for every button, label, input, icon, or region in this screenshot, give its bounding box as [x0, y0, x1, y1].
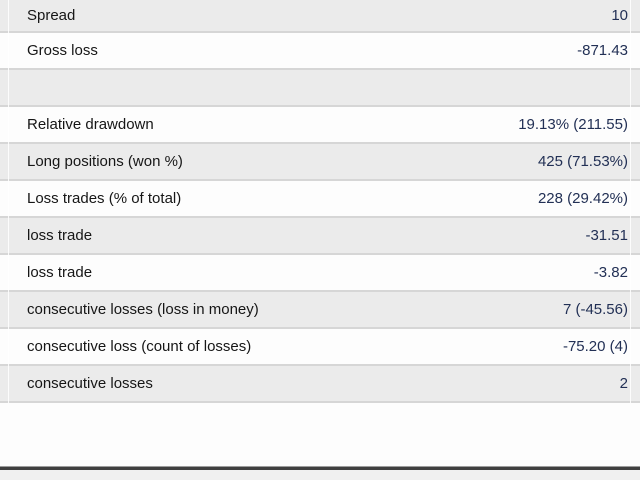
table-row: Long positions (won %) 425 (71.53%): [0, 144, 640, 181]
row-value: -871.43: [577, 42, 628, 59]
row-label: consecutive losses (loss in money): [27, 301, 259, 318]
row-label: Loss trades (% of total): [27, 190, 182, 207]
panel-bottom-border-light: [0, 466, 640, 467]
row-label: Spread: [27, 7, 76, 24]
table-row: [0, 70, 640, 107]
row-value: 19.13% (211.55): [518, 116, 628, 133]
table-row: consecutive losses 2: [0, 366, 640, 403]
row-label: Relative drawdown: [27, 116, 154, 133]
row-label: loss trade: [27, 264, 93, 281]
row-value: -75.20 (4): [562, 338, 628, 355]
row-value: 425 (71.53%): [537, 153, 628, 170]
row-label: consecutive loss (count of losses): [27, 338, 252, 355]
row-label: consecutive losses: [27, 375, 153, 392]
panel-bottom-border: [0, 467, 640, 470]
table-row: Gross loss -871.43: [0, 33, 640, 70]
row-value: 7 (-45.56): [562, 301, 628, 318]
row-label: Gross loss: [27, 42, 98, 59]
empty-area: [0, 403, 640, 466]
table-row: Spread 10: [0, 0, 640, 33]
row-value: -3.82: [593, 264, 628, 281]
row-value: 2: [619, 375, 628, 392]
row-value: 10: [611, 7, 628, 24]
table-row: loss trade -3.82: [0, 255, 640, 292]
window-background: [0, 470, 640, 480]
row-label: loss trade: [27, 227, 93, 244]
table-row: consecutive loss (count of losses) -75.2…: [0, 329, 640, 366]
row-value: 228 (29.42%): [537, 190, 628, 207]
row-label: Long positions (won %): [27, 153, 183, 170]
table-row: Relative drawdown 19.13% (211.55): [0, 107, 640, 144]
table-row: Loss trades (% of total) 228 (29.42%): [0, 181, 640, 218]
row-value: -31.51: [585, 227, 628, 244]
table-row: consecutive losses (loss in money) 7 (-4…: [0, 292, 640, 329]
strategy-report-table: Spread 10 Gross loss -871.43 Relative dr…: [0, 0, 640, 403]
table-row: loss trade -31.51: [0, 218, 640, 255]
